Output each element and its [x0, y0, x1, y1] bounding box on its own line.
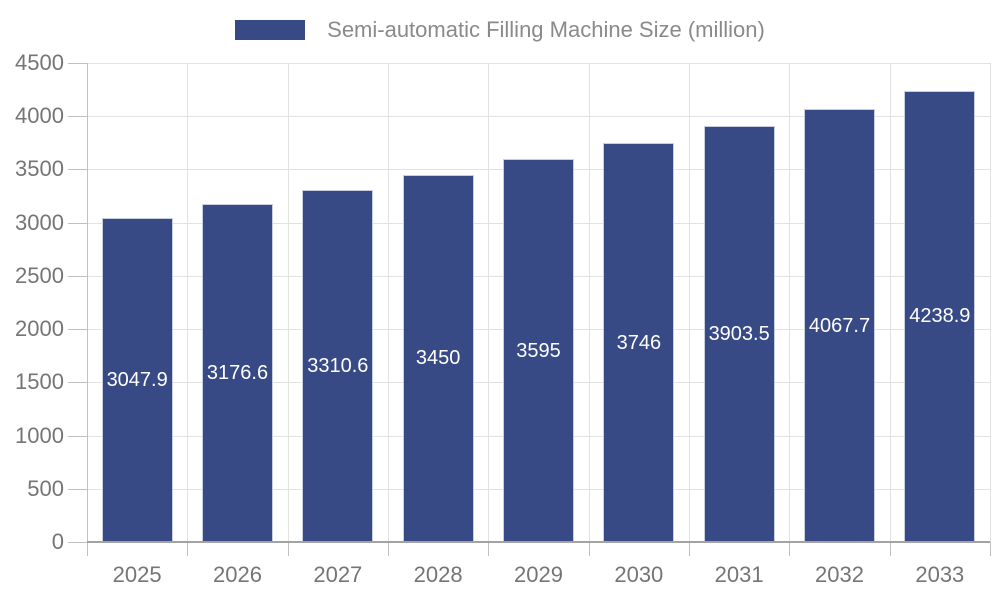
- x-tick-2: [287, 542, 289, 556]
- gridline-v-7: [789, 63, 791, 542]
- y-axis-line: [87, 63, 88, 542]
- bar-2033[interactable]: [904, 90, 976, 542]
- x-tick-label-2030: 2030: [614, 562, 664, 587]
- x-tick-label-2028: 2028: [413, 562, 463, 587]
- x-tick-4: [488, 542, 490, 556]
- y-tick-500: [68, 488, 87, 490]
- y-tick-0: [68, 542, 87, 543]
- y-tick-label-1500: 1500: [15, 369, 64, 395]
- bar-2027[interactable]: [302, 189, 374, 542]
- y-tick-label-2000: 2000: [15, 316, 64, 342]
- y-tick-label-0: 0: [51, 529, 64, 554]
- x-tick-6: [689, 542, 690, 556]
- chart-legend[interactable]: Semi-automatic Filling Machine Size (mil…: [0, 12, 1000, 48]
- bar-2028[interactable]: [402, 174, 474, 542]
- y-tick-label-2500: 2500: [15, 262, 64, 288]
- gridline-v-3: [388, 63, 389, 542]
- x-tick-label-2032: 2032: [815, 562, 864, 587]
- legend-label: Semi-automatic Filling Machine Size (mil…: [327, 17, 765, 42]
- x-tick-label-2031: 2031: [714, 562, 764, 587]
- bar-2032[interactable]: [804, 109, 875, 542]
- x-tick-label-2029: 2029: [514, 562, 563, 587]
- gridline-v-2: [287, 63, 289, 542]
- bar-2026[interactable]: [202, 203, 273, 542]
- x-axis-line: [87, 541, 990, 543]
- x-tick-label-2025: 2025: [112, 562, 162, 587]
- gridline-v-9: [990, 63, 991, 542]
- y-tick-3000: [68, 222, 87, 224]
- gridline-v-5: [588, 63, 590, 542]
- y-tick-1000: [68, 435, 87, 437]
- y-tick-4000: [68, 116, 87, 118]
- x-tick-0: [87, 542, 88, 556]
- gridline-h-4000: [87, 116, 990, 118]
- gridline-v-1: [187, 63, 189, 542]
- gridline-v-6: [689, 63, 690, 542]
- y-tick-label-4500: 4500: [15, 50, 64, 75]
- x-tick-9: [990, 542, 991, 556]
- y-tick-label-3000: 3000: [15, 209, 64, 235]
- y-tick-2500: [68, 275, 87, 277]
- x-tick-label-2026: 2026: [213, 562, 262, 587]
- y-tick-2000: [68, 329, 87, 331]
- bar-2029[interactable]: [503, 159, 574, 542]
- gridline-v-4: [488, 63, 490, 542]
- x-tick-1: [187, 542, 189, 556]
- gridline-h-4500: [87, 63, 990, 64]
- x-tick-8: [889, 542, 891, 556]
- bar-2031[interactable]: [703, 126, 775, 542]
- x-tick-5: [588, 542, 590, 556]
- y-tick-label-3500: 3500: [15, 156, 64, 182]
- x-tick-label-2027: 2027: [313, 562, 363, 587]
- y-tick-label-4000: 4000: [15, 103, 64, 129]
- x-tick-3: [388, 542, 389, 556]
- x-tick-label-2033: 2033: [915, 562, 965, 587]
- bar-2025[interactable]: [101, 217, 173, 542]
- bar-2030[interactable]: [603, 143, 675, 542]
- y-tick-4500: [68, 63, 87, 64]
- x-tick-7: [789, 542, 791, 556]
- y-tick-label-1000: 1000: [15, 422, 64, 448]
- legend-swatch: [235, 20, 306, 40]
- y-tick-label-500: 500: [27, 475, 64, 501]
- y-tick-3500: [68, 169, 87, 171]
- y-tick-1500: [68, 382, 87, 384]
- gridline-v-8: [889, 63, 891, 542]
